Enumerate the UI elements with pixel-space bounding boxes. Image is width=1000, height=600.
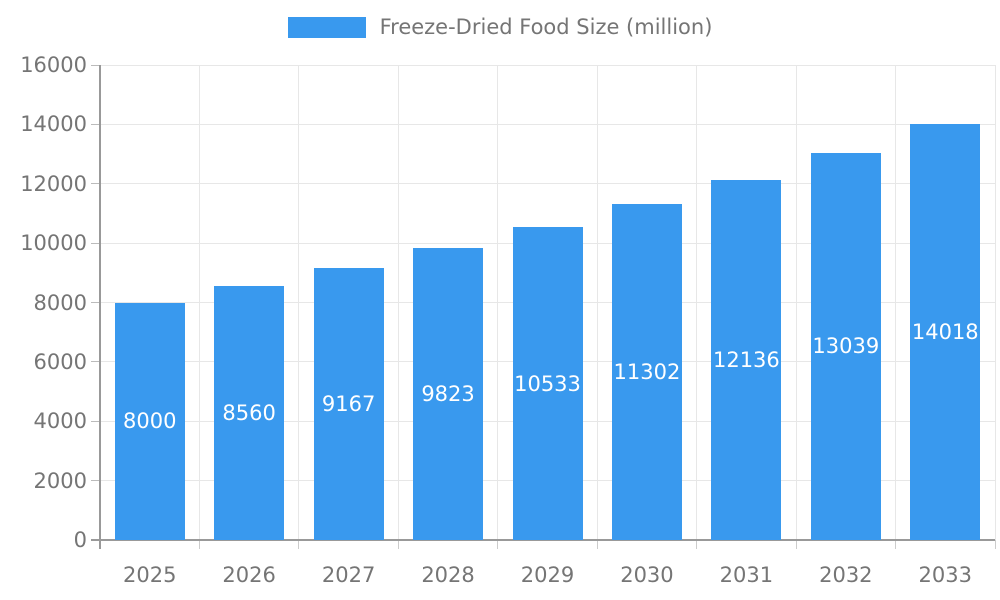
bar[interactable]: 8560 [214, 285, 285, 540]
bar-value-label: 11302 [613, 360, 681, 385]
y-tick-label: 6000 [33, 349, 87, 374]
bar-value-label: 8000 [122, 409, 177, 434]
bar-value-label: 9167 [321, 391, 376, 416]
x-tick-label: 2033 [918, 563, 972, 587]
x-tick-label: 2032 [819, 563, 873, 587]
bar[interactable]: 11302 [611, 204, 682, 540]
x-axis-tick [397, 540, 399, 549]
bar-value-label: 12136 [712, 347, 780, 372]
v-gridline [696, 65, 698, 540]
y-axis-tick [91, 420, 99, 422]
y-tick-label: 2000 [33, 468, 87, 493]
x-axis-tick [994, 540, 996, 549]
y-tick-label: 16000 [20, 53, 87, 77]
y-tick-label: 8000 [33, 290, 87, 315]
bar[interactable]: 10533 [512, 227, 583, 540]
legend-swatch [287, 16, 366, 38]
x-tick-label: 2030 [620, 563, 674, 587]
bar[interactable]: 8000 [114, 302, 185, 540]
bar-value-label: 9823 [421, 382, 475, 407]
y-tick-label: 10000 [20, 231, 87, 256]
x-axis-tick [895, 540, 897, 549]
bar-value-label: 10533 [514, 371, 581, 396]
v-gridline [994, 65, 996, 540]
x-tick-label: 2027 [321, 563, 376, 587]
y-axis-tick [91, 480, 99, 482]
x-axis-tick [596, 540, 598, 549]
y-tick-label: 4000 [33, 409, 87, 434]
y-tick-label: 14000 [20, 112, 87, 137]
x-tick-label: 2028 [421, 563, 475, 587]
x-tick-label: 2025 [122, 563, 177, 587]
x-axis-tick [198, 540, 200, 549]
y-axis-tick [91, 183, 99, 185]
y-axis-tick [91, 302, 99, 303]
bar[interactable]: 13039 [810, 152, 881, 540]
bar-value-label: 13039 [812, 334, 880, 359]
v-gridline [795, 65, 797, 540]
y-tick-label: 0 [73, 528, 87, 552]
y-axis-tick [91, 361, 99, 363]
x-axis-tick [298, 540, 300, 549]
x-tick-label: 2026 [222, 563, 276, 587]
h-gridline [100, 64, 995, 66]
legend[interactable]: Freeze-Dried Food Size (million) [0, 15, 1000, 39]
v-gridline [596, 65, 598, 540]
v-gridline [895, 65, 897, 540]
h-gridline [100, 183, 995, 185]
bar-value-label: 8560 [222, 400, 276, 425]
bar[interactable]: 14018 [910, 123, 981, 540]
legend-label: Freeze-Dried Food Size (million) [379, 15, 713, 39]
bar[interactable]: 9167 [313, 267, 384, 540]
y-axis-tick [91, 242, 99, 244]
bar[interactable]: 12136 [711, 179, 782, 540]
y-axis-tick [91, 64, 99, 66]
x-axis-line [91, 539, 995, 541]
y-axis-line [99, 65, 101, 549]
x-axis-tick [696, 540, 698, 549]
v-gridline [397, 65, 399, 540]
bar[interactable]: 9823 [413, 248, 484, 540]
h-gridline [100, 123, 995, 125]
v-gridline [497, 65, 499, 540]
x-axis-tick [795, 540, 797, 549]
y-tick-label: 12000 [20, 171, 87, 196]
x-tick-label: 2031 [719, 563, 774, 587]
v-gridline [298, 65, 300, 540]
x-axis-tick [497, 540, 499, 549]
y-axis-tick [91, 123, 99, 125]
x-tick-label: 2029 [520, 563, 575, 587]
bar-value-label: 14018 [911, 319, 979, 344]
v-gridline [198, 65, 200, 540]
